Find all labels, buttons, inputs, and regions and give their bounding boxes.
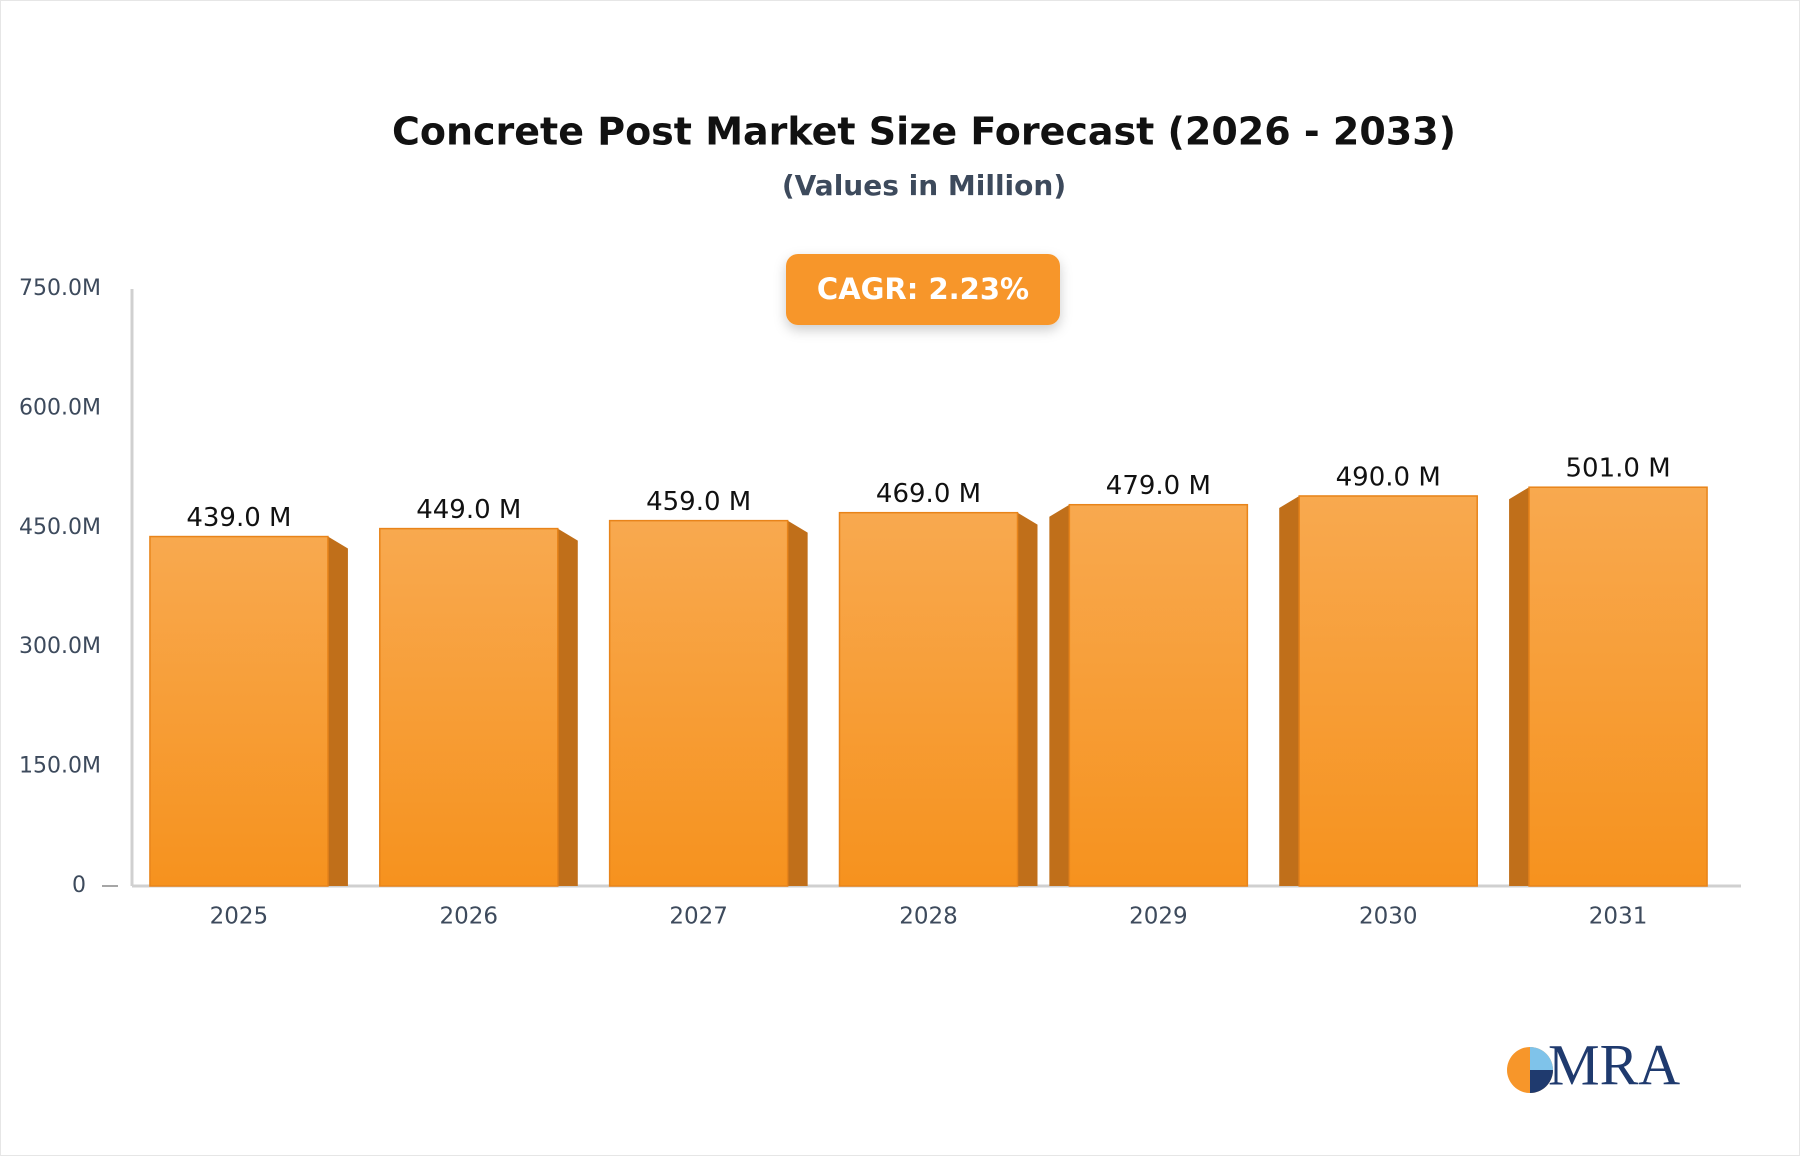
bar-side xyxy=(1049,504,1070,886)
x-tick-label: 2031 xyxy=(1589,904,1648,930)
y-tick-label: 150.0M xyxy=(19,754,101,779)
bar xyxy=(1068,503,1249,887)
cagr-badge xyxy=(786,254,1060,325)
bar xyxy=(1528,486,1708,887)
bar xyxy=(149,535,329,887)
bar-side xyxy=(557,528,578,886)
y-tick-label: 750.0M xyxy=(19,276,101,301)
value-label: 469.0 M xyxy=(876,479,981,509)
bar-side xyxy=(327,536,348,886)
y-tick-label: 600.0M xyxy=(19,395,101,420)
logo-text: MRA xyxy=(1548,1032,1680,1097)
x-tick-label: 2026 xyxy=(440,904,499,930)
x-tick-label: 2030 xyxy=(1359,904,1418,930)
chart-title: Concrete Post Market Size Forecast (2026… xyxy=(392,110,1456,154)
chart-subtitle: (Values in Million) xyxy=(782,169,1066,202)
x-tick-label: 2027 xyxy=(669,904,728,930)
y-tick-label: 300.0M xyxy=(19,634,101,659)
bar xyxy=(379,527,559,887)
value-label: 459.0 M xyxy=(646,487,751,517)
x-tick-label: 2025 xyxy=(210,904,269,930)
bar xyxy=(838,511,1019,887)
value-label: 449.0 M xyxy=(416,495,521,525)
logo-icon-part xyxy=(1530,1070,1553,1093)
bar-side xyxy=(1509,487,1530,886)
bar-side xyxy=(1017,512,1038,886)
logo: MRA xyxy=(1507,1032,1680,1097)
bar-side xyxy=(1279,495,1300,886)
value-label: 501.0 M xyxy=(1566,454,1671,484)
bar-side xyxy=(787,520,808,886)
logo-icon-part xyxy=(1530,1047,1553,1070)
cagr-label: CAGR: 2.23% xyxy=(817,272,1029,306)
value-label: 479.0 M xyxy=(1106,471,1211,501)
x-tick-label: 2029 xyxy=(1129,904,1188,930)
bar xyxy=(1298,495,1478,887)
y-tick-label: 450.0M xyxy=(19,515,101,540)
value-label: 490.0 M xyxy=(1336,462,1441,492)
bar xyxy=(608,519,789,887)
y-tick-label: 0 xyxy=(72,873,86,898)
value-label: 439.0 M xyxy=(186,503,291,533)
x-tick-label: 2028 xyxy=(899,904,958,930)
